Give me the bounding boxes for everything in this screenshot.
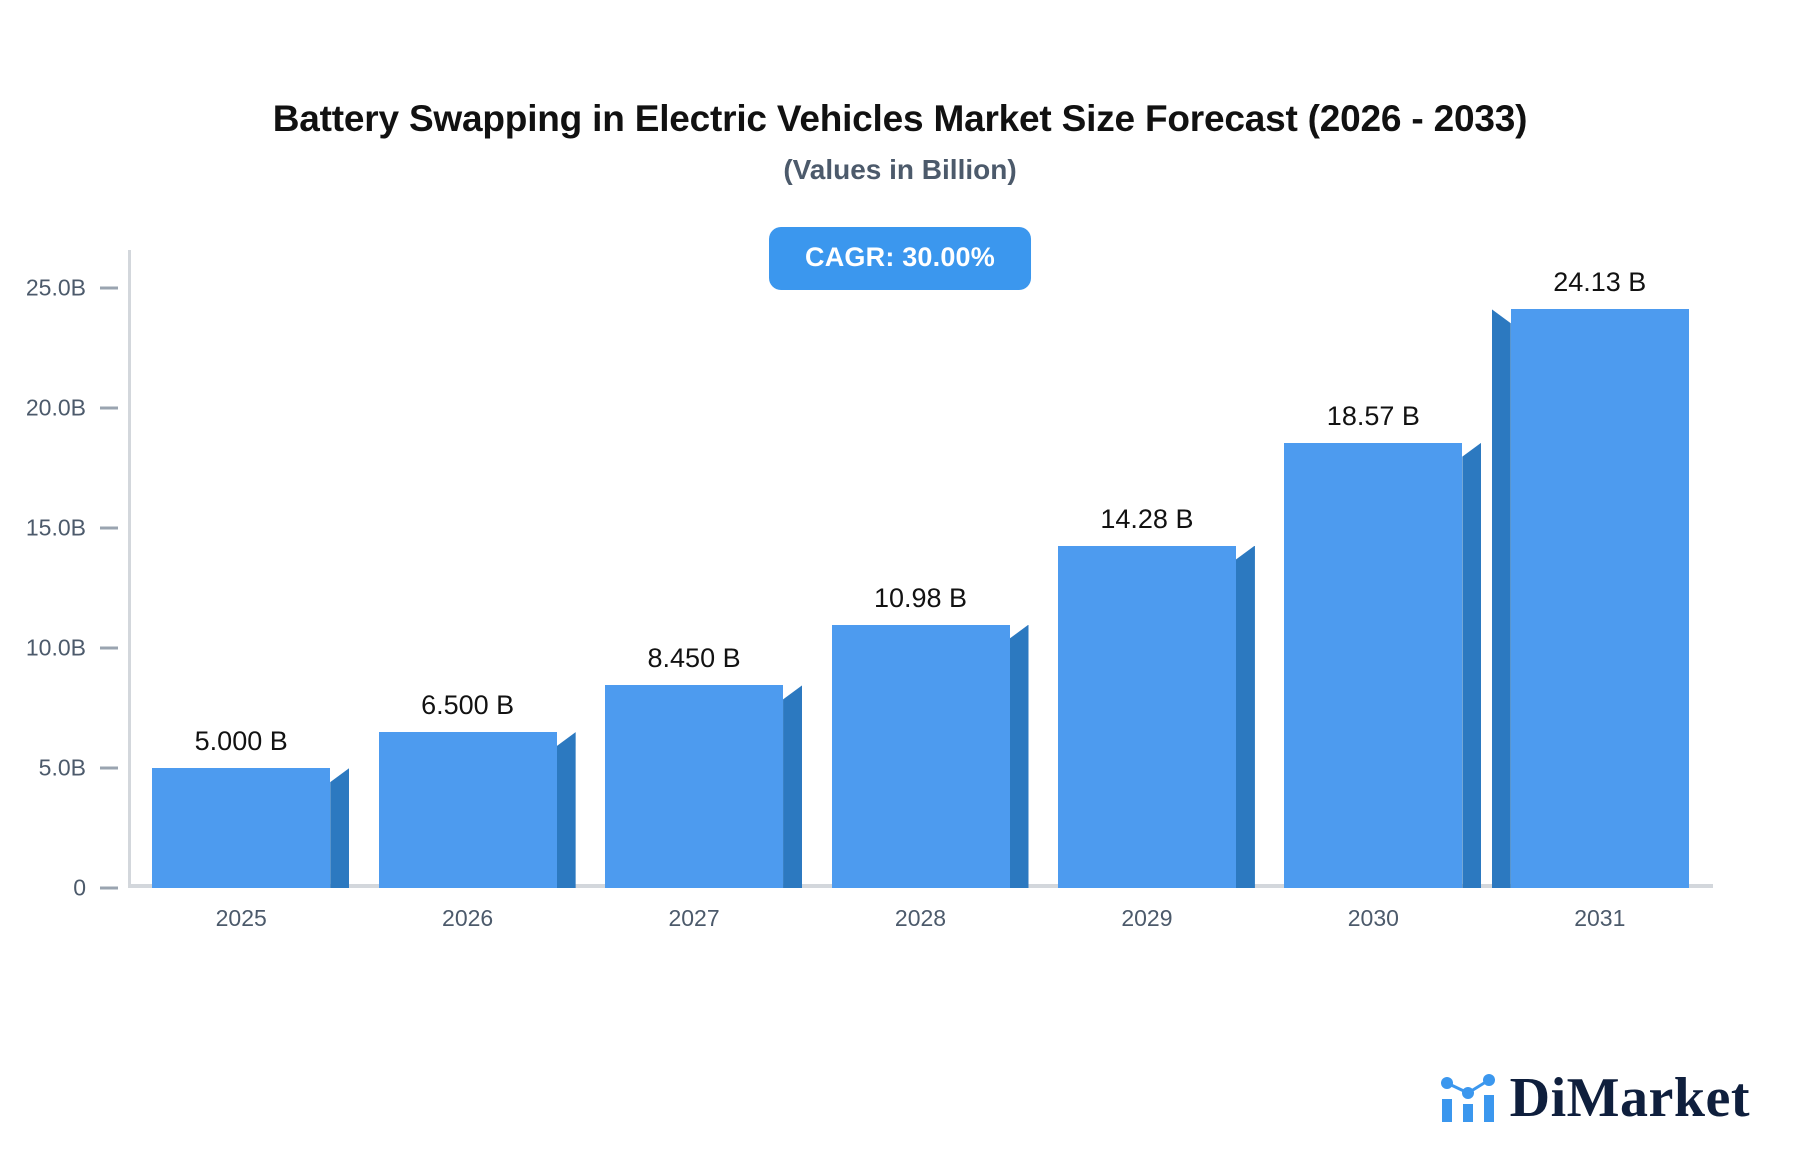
y-axis-tick-mark bbox=[100, 886, 118, 890]
x-axis-tick-label: 2027 bbox=[668, 905, 720, 931]
bar-side-face bbox=[1462, 442, 1482, 888]
bar-column[interactable]: 24.13 B bbox=[1491, 250, 1689, 888]
x-axis-tick-label: 2028 bbox=[894, 905, 947, 931]
y-axis-tick-mark bbox=[100, 286, 118, 290]
x-axis-tick-label: 2029 bbox=[1121, 905, 1173, 931]
bar-column[interactable]: 8.450 B bbox=[605, 250, 803, 888]
bar-value-label: 24.13 B bbox=[1553, 267, 1647, 298]
y-axis-tick: 20.0B bbox=[0, 395, 128, 422]
x-axis-tick-label: 2031 bbox=[1574, 905, 1626, 931]
page-subtitle: (Values in Billion) bbox=[783, 153, 1017, 185]
bar-side-face bbox=[556, 732, 576, 888]
brand-logo: DiMarket bbox=[1440, 1070, 1750, 1126]
bar[interactable]: 24.13 B bbox=[1491, 267, 1689, 888]
y-axis-tick: 25.0B bbox=[0, 275, 128, 302]
bar-front-face bbox=[1510, 309, 1689, 888]
y-axis-tick-label: 15.0B bbox=[25, 514, 86, 541]
y-axis-tick-label: 10.0B bbox=[25, 634, 86, 661]
bar[interactable]: 18.57 B bbox=[1284, 401, 1482, 888]
bar-value-label: 8.450 B bbox=[647, 643, 741, 674]
title-block: Battery Swapping in Electric Vehicles Ma… bbox=[0, 98, 1800, 186]
bar-front-face bbox=[605, 685, 784, 888]
x-axis-tick-label: 2025 bbox=[215, 905, 267, 931]
bar-side-face bbox=[783, 685, 803, 888]
bar-column[interactable]: 10.98 B bbox=[831, 250, 1029, 888]
bar-group: 5.000 B 6.500 B 8.450 B 10.98 B 14.28 B 18.57… bbox=[128, 250, 1713, 888]
bar[interactable]: 10.98 B bbox=[831, 583, 1029, 888]
bar[interactable]: 6.500 B bbox=[378, 690, 576, 888]
bar-front-face bbox=[378, 732, 557, 888]
bar-side-face bbox=[1009, 624, 1029, 888]
y-axis-line bbox=[128, 250, 131, 888]
bar-chart-logo-icon bbox=[1440, 1074, 1495, 1122]
x-axis-tick-label: 2026 bbox=[442, 905, 494, 931]
bar-value-label: 10.98 B bbox=[873, 582, 968, 613]
y-axis-tick: 15.0B bbox=[0, 515, 128, 542]
plot-area: 0 5.0B 10.0B 15.0B 20.0B 25.0B 5.000 B 6.500 B… bbox=[26, 250, 1713, 901]
bar-value-label: 5.000 B bbox=[194, 726, 288, 757]
bar[interactable]: 8.450 B bbox=[605, 643, 803, 888]
bar-side-face bbox=[1491, 309, 1511, 888]
y-axis-tick-mark bbox=[100, 526, 118, 530]
bar[interactable]: 14.28 B bbox=[1057, 504, 1255, 888]
bar-front-face bbox=[1057, 545, 1236, 888]
y-axis-tick-mark bbox=[100, 406, 118, 410]
y-axis-tick-label: 20.0B bbox=[25, 394, 86, 421]
bar-side-face bbox=[1235, 545, 1255, 888]
bar-front-face bbox=[831, 624, 1010, 888]
y-axis-tick-mark bbox=[100, 766, 118, 770]
x-axis-tick-label: 2030 bbox=[1347, 905, 1399, 931]
y-axis-tick-label: 5.0B bbox=[38, 754, 86, 781]
cagr-badge: CAGR: 30.00% bbox=[769, 227, 1031, 290]
y-axis-tick-label: 25.0B bbox=[25, 274, 86, 301]
bar-side-face bbox=[330, 768, 350, 888]
bar-column[interactable]: 18.57 B bbox=[1284, 250, 1482, 888]
y-axis-tick: 10.0B bbox=[0, 635, 128, 662]
y-axis-tick: 0 bbox=[0, 875, 128, 902]
bar[interactable]: 5.000 B bbox=[152, 726, 350, 888]
y-axis-tick: 5.0B bbox=[0, 755, 128, 782]
page-title: Battery Swapping in Electric Vehicles Ma… bbox=[272, 98, 1528, 139]
y-axis-tick-label: 0 bbox=[73, 874, 86, 901]
bar-column[interactable]: 5.000 B bbox=[152, 250, 350, 888]
bar-column[interactable]: 6.500 B bbox=[378, 250, 576, 888]
bar-column[interactable]: 14.28 B bbox=[1057, 250, 1255, 888]
bar-value-label: 14.28 B bbox=[1100, 503, 1194, 534]
x-axis-labels: 2025 2026 2027 2028 2029 2030 2031 bbox=[128, 905, 1713, 945]
bar-front-face bbox=[1284, 442, 1463, 888]
bar-front-face bbox=[152, 768, 331, 888]
logo-text: DiMarket bbox=[1509, 1067, 1750, 1129]
bar-value-label: 6.500 B bbox=[421, 690, 515, 721]
y-axis-tick-mark bbox=[100, 646, 118, 650]
bar-value-label: 18.57 B bbox=[1326, 400, 1420, 431]
